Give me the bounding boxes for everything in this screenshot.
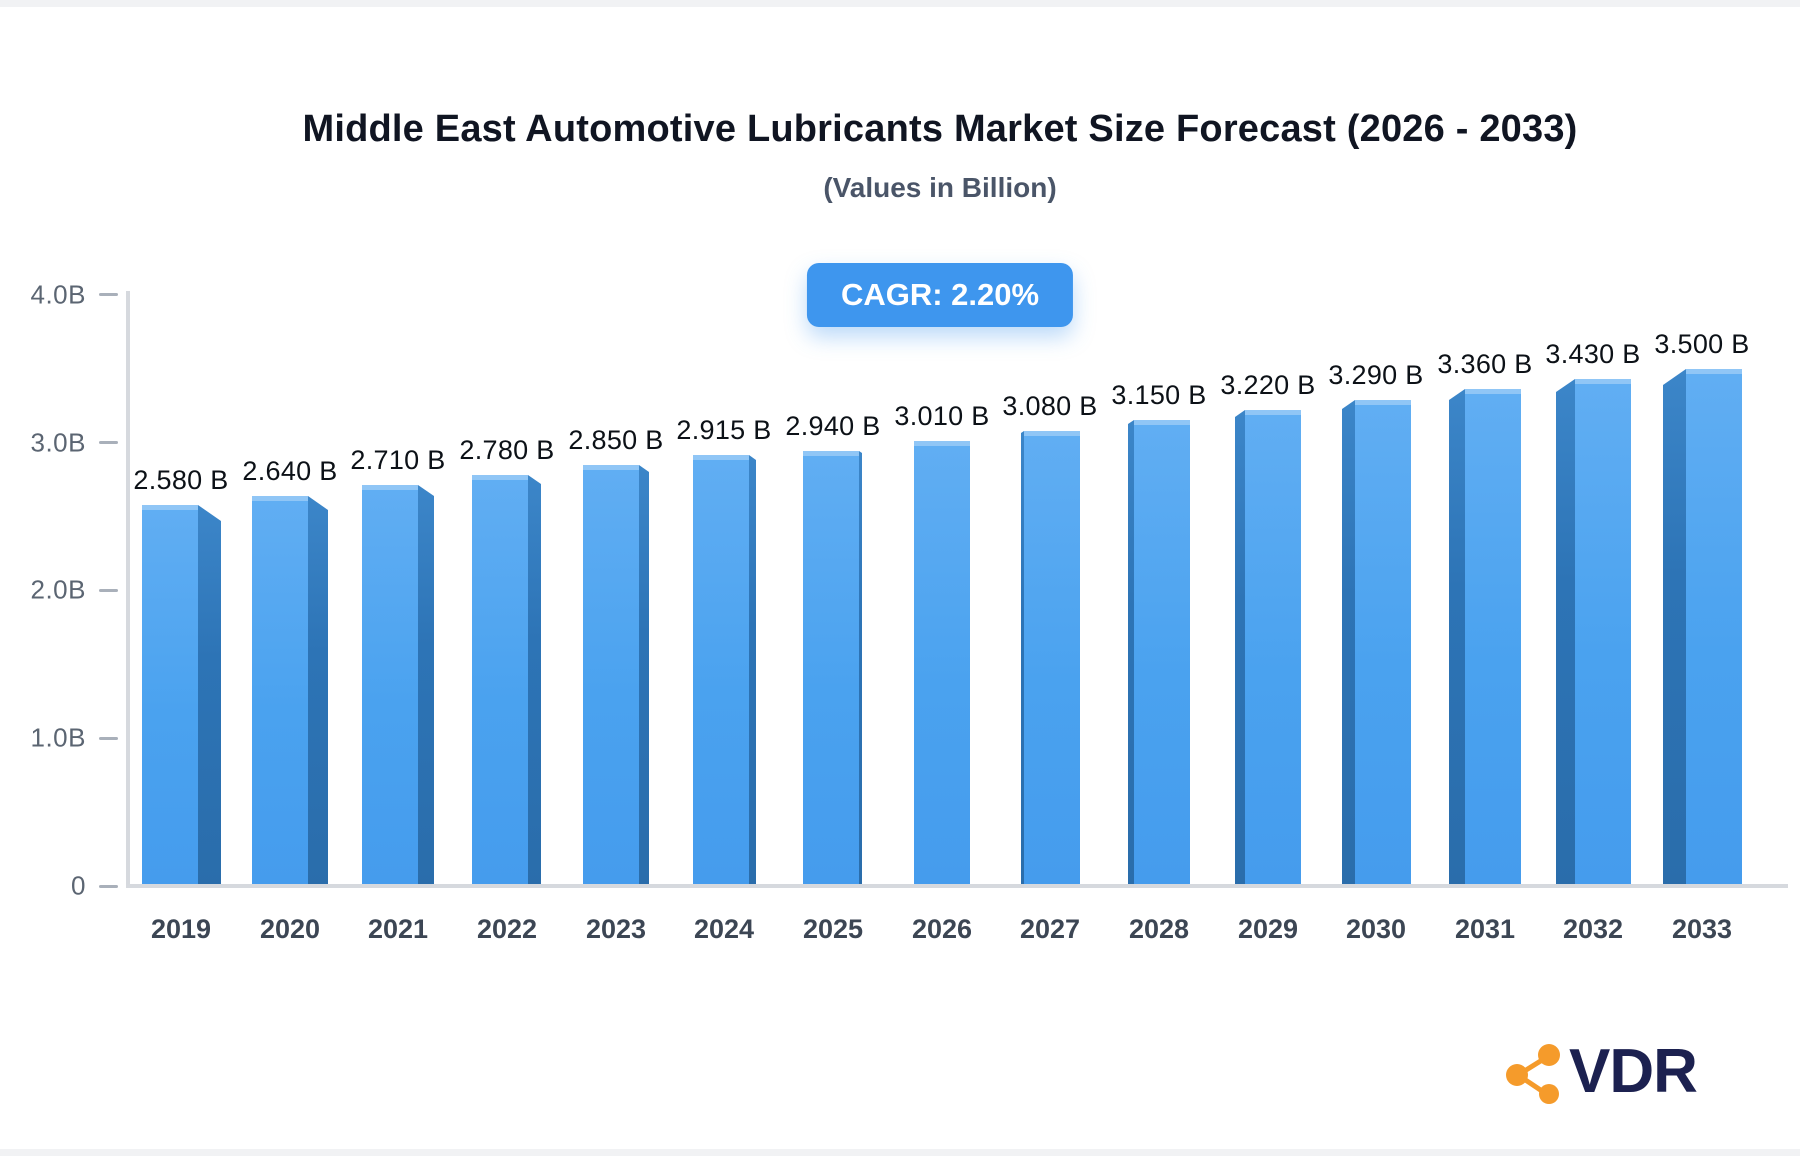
x-tick-label-2031: 2031: [1454, 914, 1516, 944]
bar-side-2019: [198, 505, 221, 886]
bar-value-label-2020: 2.640 B: [242, 456, 338, 486]
bar-value-label-2023: 2.850 B: [568, 425, 664, 455]
bar-side-2024: [749, 455, 756, 886]
bar-2020: [252, 496, 308, 886]
cagr-badge: CAGR: 2.20%: [806, 263, 1074, 327]
y-tick-dash: [99, 884, 118, 888]
x-tick-label-2033: 2033: [1671, 914, 1733, 944]
x-tick-label-2021: 2021: [367, 914, 429, 944]
y-tick-dash: [99, 441, 118, 445]
bar-value-label-2032: 3.430 B: [1545, 339, 1641, 369]
y-tick-label: 1.0B: [30, 722, 86, 753]
y-tick-label: 2.0B: [30, 574, 86, 605]
bar-side-2023: [639, 465, 649, 886]
x-tick-label-2028: 2028: [1128, 914, 1190, 944]
x-tick-label-2029: 2029: [1237, 914, 1299, 944]
bar-value-label-2030: 3.290 B: [1328, 360, 1424, 390]
bar-side-2021: [418, 485, 434, 886]
bar-2022: [472, 475, 528, 886]
bar-2030: [1355, 400, 1411, 886]
bar-side-2030: [1342, 400, 1355, 886]
bar-value-label-2031: 3.360 B: [1437, 349, 1533, 379]
x-tick-label-2025: 2025: [802, 914, 864, 944]
y-tick-label: 0: [71, 870, 86, 901]
x-tick-label-2030: 2030: [1345, 914, 1407, 944]
y-tick-dash: [99, 293, 118, 297]
logo-text: VDR: [1569, 1037, 1698, 1106]
bar-value-label-2021: 2.710 B: [350, 445, 446, 475]
x-tick-label-2026: 2026: [911, 914, 973, 944]
bar-side-2031: [1449, 389, 1465, 886]
bar-2024: [693, 455, 749, 886]
x-tick-label-2023: 2023: [585, 914, 647, 944]
chart-subtitle: (Values in Billion): [823, 172, 1057, 203]
bar-value-label-2033: 3.500 B: [1654, 329, 1750, 359]
bar-2033: [1686, 369, 1742, 886]
bar-value-label-2028: 3.150 B: [1111, 380, 1207, 410]
bar-2028: [1134, 420, 1190, 886]
bar-2023: [583, 465, 639, 886]
bar-side-2028: [1128, 420, 1134, 886]
bar-side-2029: [1235, 410, 1245, 886]
bar-value-label-2025: 2.940 B: [785, 411, 881, 441]
y-axis: [126, 290, 130, 888]
bar-value-label-2022: 2.780 B: [459, 435, 555, 465]
share-network-icon: [1506, 1044, 1560, 1104]
page-edge-top: [0, 0, 1800, 7]
bar-2027: [1024, 431, 1080, 886]
bar-value-label-2029: 3.220 B: [1220, 370, 1316, 400]
x-tick-label-2020: 2020: [259, 914, 321, 944]
bar-2025: [803, 451, 859, 886]
page-edge-bottom: [0, 1149, 1800, 1156]
x-tick-label-2032: 2032: [1562, 914, 1624, 944]
x-tick-label-2024: 2024: [693, 914, 755, 944]
bar-2031: [1465, 389, 1521, 886]
bar-2026: [914, 441, 970, 886]
chart-title: Middle East Automotive Lubricants Market…: [302, 108, 1578, 150]
bar-side-2022: [528, 475, 541, 886]
bar-side-2025: [859, 451, 862, 886]
x-tick-label-2022: 2022: [476, 914, 538, 944]
y-tick-label: 4.0B: [30, 279, 86, 310]
bar-2019: [142, 505, 198, 886]
bar-value-label-2019: 2.580 B: [133, 465, 229, 495]
bar-side-2032: [1556, 379, 1575, 886]
vdr-logo: VDR: [1505, 1037, 1698, 1106]
bar-side-2027: [1021, 431, 1024, 886]
bar-value-label-2027: 3.080 B: [1002, 391, 1098, 421]
x-tick-label-2019: 2019: [150, 914, 212, 944]
bar-side-2020: [308, 496, 328, 886]
bar-2029: [1245, 410, 1301, 886]
x-axis: [126, 884, 1788, 888]
y-tick-dash: [99, 588, 118, 592]
bar-2032: [1575, 379, 1631, 886]
y-tick-label: 3.0B: [30, 427, 86, 458]
bar-side-2033: [1663, 369, 1686, 886]
bar-2021: [362, 485, 418, 886]
bar-value-label-2026: 3.010 B: [894, 401, 990, 431]
y-tick-dash: [99, 736, 118, 740]
bar-value-label-2024: 2.915 B: [676, 415, 772, 445]
x-tick-label-2027: 2027: [1019, 914, 1081, 944]
